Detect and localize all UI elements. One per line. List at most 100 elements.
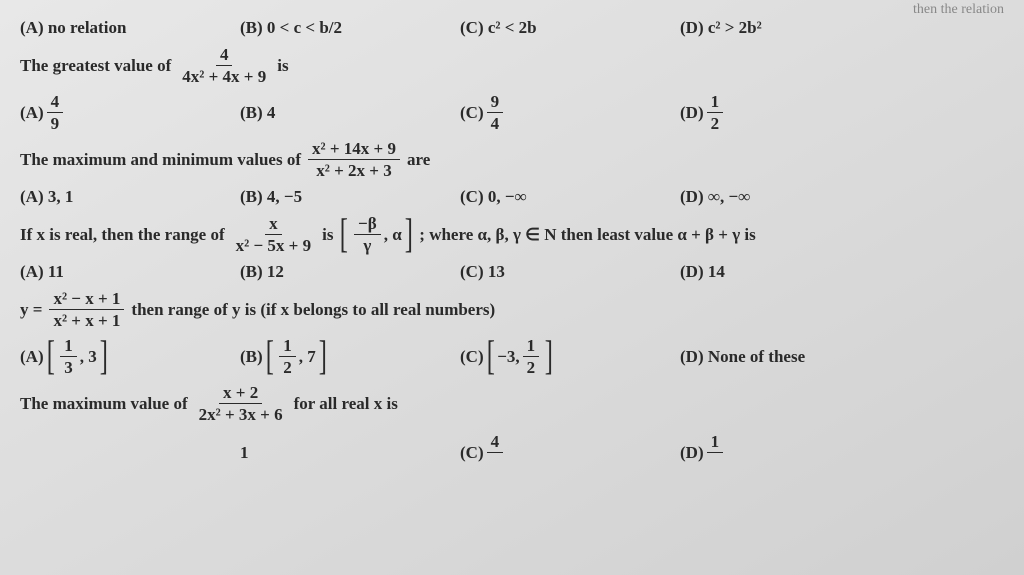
q6-optD-frac: 1 — [707, 433, 724, 472]
q2-optA-num: 4 — [47, 93, 64, 113]
faded-top-text: then the relation — [913, 2, 1004, 18]
q1-options: (A) no relation (B) 0 < c < b/2 (C) c² <… — [20, 18, 1004, 38]
q4-bracket: [ −β γ , α ] — [337, 215, 415, 254]
q2-option-b: (B) 4 — [240, 103, 460, 123]
q6-option-d: (D) 1 — [680, 433, 900, 472]
q5-option-d: (D) None of these — [680, 347, 900, 367]
q6-frac-den: 2x² + 3x + 6 — [195, 404, 287, 423]
q4-fraction: x x² − 5x + 9 — [232, 215, 315, 254]
q3-frac-den: x² + 2x + 3 — [312, 160, 395, 179]
q5-question: y = x² − x + 1 x² + x + 1 then range of … — [20, 290, 1004, 329]
q5-optC-num: 1 — [523, 337, 540, 357]
q5-optA-frac: 1 3 — [60, 337, 77, 376]
q3-text-before: The maximum and minimum values of — [20, 150, 301, 170]
q4-option-a: (A) 11 — [20, 262, 240, 282]
q5-optA-label: (A) — [20, 347, 44, 367]
q2-optD-frac: 1 2 — [707, 93, 724, 132]
q3-option-a: (A) 3, 1 — [20, 187, 240, 207]
q4-inner-num: −β — [354, 215, 381, 235]
q4-inner-den: γ — [359, 235, 375, 254]
q5-optC-label: (C) — [460, 347, 484, 367]
q2-optA-frac: 4 9 — [47, 93, 64, 132]
q5-option-b: (B) [ 1 2 , 7 ] — [240, 337, 460, 376]
q5-optB-label: (B) — [240, 347, 263, 367]
q6-optD-label: (D) — [680, 443, 704, 463]
q5-fraction: x² − x + 1 x² + x + 1 — [49, 290, 124, 329]
q5-optB-b: , 7 — [299, 347, 316, 367]
q2-text-before: The greatest value of — [20, 56, 171, 76]
q6-frac-num: x + 2 — [219, 384, 262, 404]
q2-optA-den: 9 — [47, 113, 64, 132]
q5-optA-den: 3 — [60, 357, 77, 376]
q4-text-mid: is — [322, 225, 333, 245]
q1-option-d: (D) c² > 2b² — [680, 18, 900, 38]
q6-optC-label: (C) — [460, 443, 484, 463]
q4-options: (A) 11 (B) 12 (C) 13 (D) 14 — [20, 262, 1004, 282]
q2-frac-num: 4 — [216, 46, 233, 66]
q6-options: 1 (C) 4 (D) 1 — [20, 433, 1004, 472]
q2-option-a: (A) 4 9 — [20, 93, 240, 132]
q5-optC-frac: 1 2 — [523, 337, 540, 376]
q5-optB-bracket: [ 1 2 , 7 ] — [263, 337, 330, 376]
q2-text-after: is — [277, 56, 288, 76]
q3-frac-num: x² + 14x + 9 — [308, 140, 400, 160]
q5-options: (A) [ 1 3 , 3 ] (B) [ 1 2 , 7 ] (C) [ −3… — [20, 337, 1004, 376]
q2-question: The greatest value of 4 4x² + 4x + 9 is — [20, 46, 1004, 85]
q4-text-before: If x is real, then the range of — [20, 225, 225, 245]
q5-frac-num: x² − x + 1 — [49, 290, 124, 310]
q6-optC-den-blank — [489, 453, 501, 472]
q6-question: The maximum value of x + 2 2x² + 3x + 6 … — [20, 384, 1004, 423]
q4-frac-den: x² − 5x + 9 — [232, 235, 315, 254]
q3-option-b: (B) 4, −5 — [240, 187, 460, 207]
q4-frac-num: x — [265, 215, 282, 235]
q2-optA-label: (A) — [20, 103, 44, 123]
q2-frac-den: 4x² + 4x + 9 — [178, 66, 270, 85]
q5-optB-frac: 1 2 — [279, 337, 296, 376]
q6-option-c: (C) 4 — [460, 433, 680, 472]
q4-option-c: (C) 13 — [460, 262, 680, 282]
q4-inner-frac: −β γ — [354, 215, 381, 254]
q2-optC-label: (C) — [460, 103, 484, 123]
q1-option-c: (C) c² < 2b — [460, 18, 680, 38]
q5-y-eq: y = — [20, 300, 42, 320]
q5-optB-den: 2 — [279, 357, 296, 376]
q6-optC-frac: 4 — [487, 433, 504, 472]
q3-question: The maximum and minimum values of x² + 1… — [20, 140, 1004, 179]
q2-optD-label: (D) — [680, 103, 704, 123]
q5-text-after: then range of y is (if x belongs to all … — [131, 300, 495, 320]
q5-optC-bracket: [ −3, 1 2 ] — [484, 337, 556, 376]
q5-frac-den: x² + x + 1 — [49, 310, 124, 329]
q2-optD-num: 1 — [707, 93, 724, 113]
q3-fraction: x² + 14x + 9 x² + 2x + 3 — [308, 140, 400, 179]
q3-option-c: (C) 0, −∞ — [460, 187, 680, 207]
q5-optB-num: 1 — [279, 337, 296, 357]
q3-text-after: are — [407, 150, 430, 170]
q4-question: If x is real, then the range of x x² − 5… — [20, 215, 1004, 254]
q6-optD-den-blank — [709, 453, 721, 472]
q2-option-c: (C) 9 4 — [460, 93, 680, 132]
q6-text-before: The maximum value of — [20, 394, 188, 414]
q4-text-after: ; where α, β, γ ∈ N then least value α +… — [419, 225, 755, 245]
q6-option-b: 1 — [240, 443, 460, 463]
q5-option-c: (C) [ −3, 1 2 ] — [460, 337, 680, 376]
q5-optC-den: 2 — [523, 357, 540, 376]
q2-fraction: 4 4x² + 4x + 9 — [178, 46, 270, 85]
q6-optD-num: 1 — [707, 433, 724, 453]
q4-alpha: , α — [384, 225, 402, 245]
q3-option-d: (D) ∞, −∞ — [680, 187, 900, 207]
q5-option-a: (A) [ 1 3 , 3 ] — [20, 337, 240, 376]
q6-fraction: x + 2 2x² + 3x + 6 — [195, 384, 287, 423]
q3-options: (A) 3, 1 (B) 4, −5 (C) 0, −∞ (D) ∞, −∞ — [20, 187, 1004, 207]
q2-optC-den: 4 — [487, 113, 504, 132]
q2-options: (A) 4 9 (B) 4 (C) 9 4 (D) 1 2 — [20, 93, 1004, 132]
q2-optD-den: 2 — [707, 113, 724, 132]
q2-optC-num: 9 — [487, 93, 504, 113]
q6-optC-num: 4 — [487, 433, 504, 453]
q6-text-after: for all real x is — [294, 394, 398, 414]
q5-optA-b: , 3 — [80, 347, 97, 367]
q2-option-d: (D) 1 2 — [680, 93, 900, 132]
q5-optA-bracket: [ 1 3 , 3 ] — [44, 337, 111, 376]
q5-optC-a: −3, — [497, 347, 519, 367]
q1-option-a: (A) no relation — [20, 18, 240, 38]
q2-optC-frac: 9 4 — [487, 93, 504, 132]
